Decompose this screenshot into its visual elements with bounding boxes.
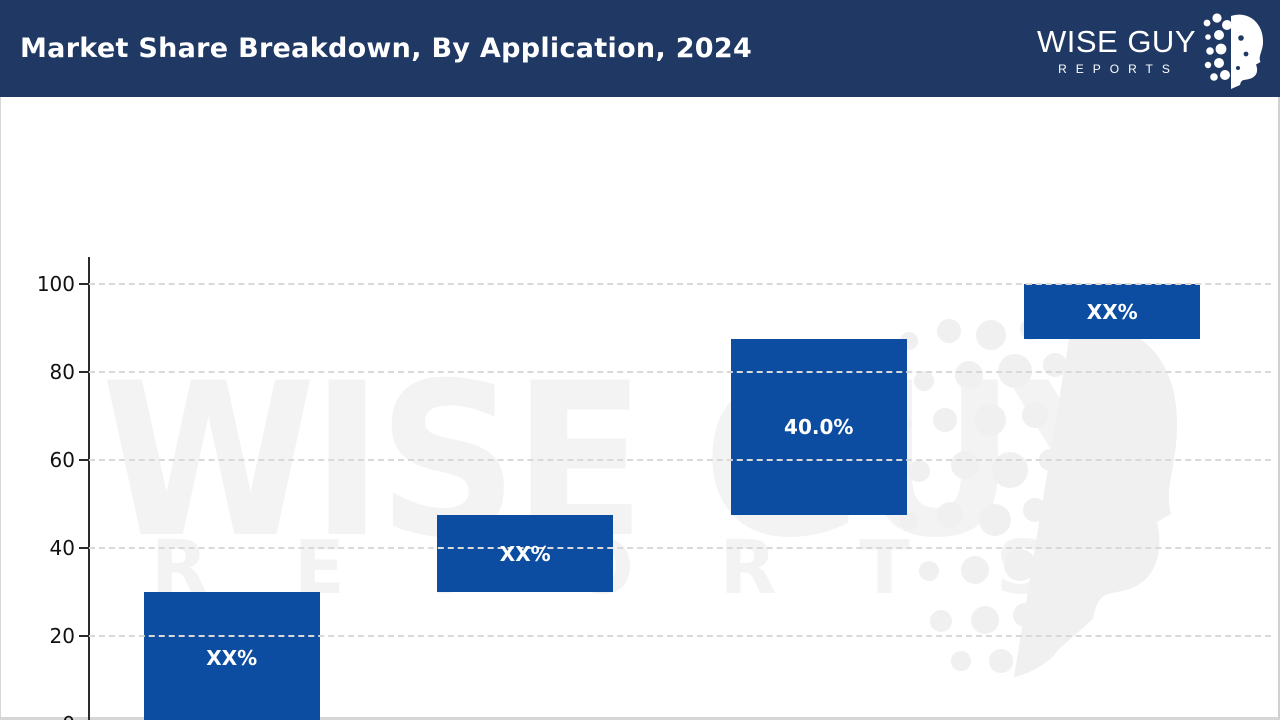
bar-medical-procedures [730,339,907,515]
y-axis-spine [88,257,90,720]
y-tick-label: 60 [49,448,75,472]
y-tick-label: 80 [49,360,75,384]
logo-subtext: REPORTS [1058,62,1179,76]
y-axis-tick [79,283,88,285]
gridline [89,283,1271,285]
bar-value-label: XX% [206,646,258,670]
y-tick-label: 100 [36,272,75,296]
y-tick-label: 40 [49,536,75,560]
wiseguy-logo: WISE GUY REPORTS [1016,8,1266,90]
bar-diagnostic-testing [437,515,614,592]
header-bar: Market Share Breakdown, By Application, … [0,0,1280,97]
logo-text: WISE GUY REPORTS [1037,24,1196,76]
bar-emergency-care [143,592,320,720]
plot-area: 020406080100XX%XX%40.0%XX%Emergency Care… [1,97,1280,720]
gridline [89,635,1271,637]
logo-head-icon [1203,13,1264,89]
page-title: Market Share Breakdown, By Application, … [20,33,753,64]
logo-wordmark: WISE GUY [1036,24,1196,59]
gridline [89,371,1271,373]
chart-canvas: WISE GUY REPORTS 020406080100XX%XX%40.0%… [0,97,1280,720]
y-tick-label: 20 [49,624,75,648]
bar-value-label: XX% [1086,299,1138,324]
bar-value-label: 40.0% [784,415,854,439]
y-axis-tick [79,459,88,461]
y-axis-tick [79,635,88,637]
gridline [89,459,1271,461]
y-axis-tick [79,547,88,549]
y-tick-label: 0 [1,710,75,720]
gridline [89,547,1271,549]
bar-value-label: XX% [499,541,551,566]
y-axis-tick [79,371,88,373]
